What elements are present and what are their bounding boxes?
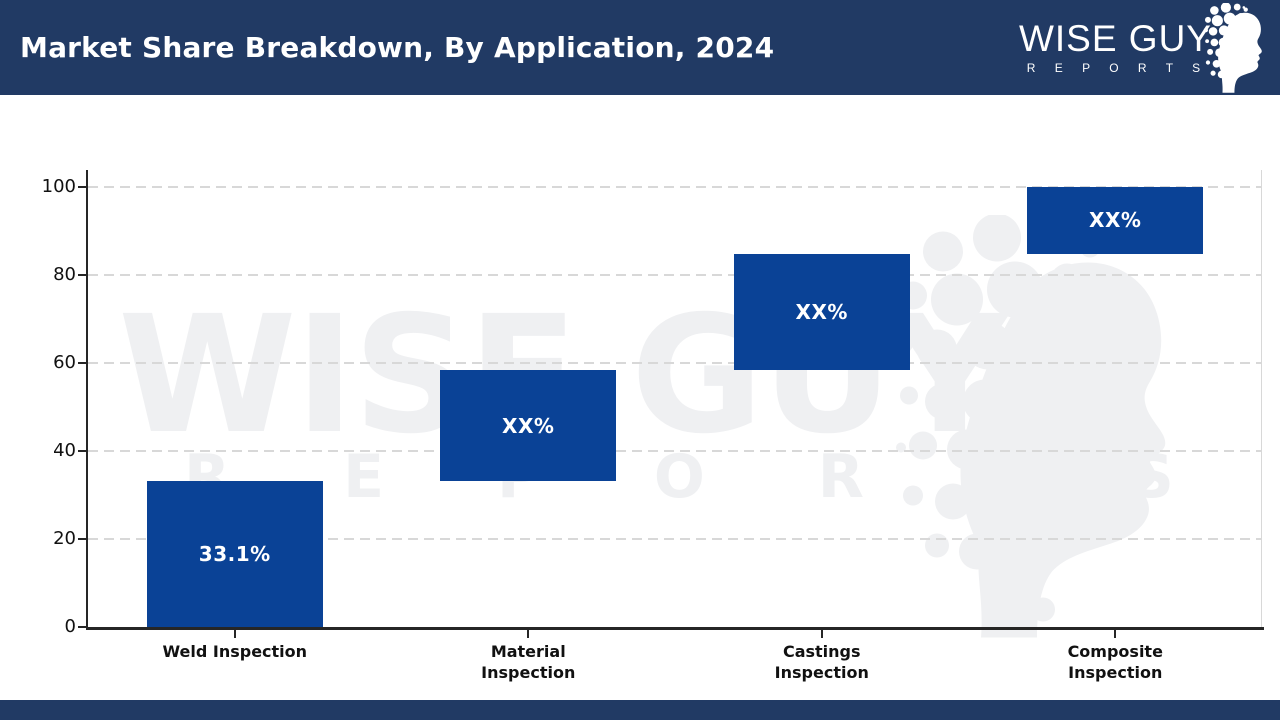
- right-spine: [1261, 170, 1262, 627]
- bar: XX%: [1027, 187, 1204, 254]
- header-bar: Market Share Breakdown, By Application, …: [0, 0, 1280, 95]
- gridline: [88, 450, 1262, 452]
- page-title: Market Share Breakdown, By Application, …: [20, 31, 775, 64]
- y-tick: [78, 450, 86, 452]
- y-tick: [78, 626, 86, 628]
- logo-sub: R E P O R T S: [1026, 61, 1209, 75]
- bar-label: XX%: [502, 413, 555, 438]
- bar-label: XX%: [1089, 208, 1142, 233]
- gridline: [88, 362, 1262, 364]
- logo: WISE GUY R E P O R T S: [1019, 2, 1266, 93]
- y-tick: [78, 362, 86, 364]
- y-tick: [78, 186, 86, 188]
- y-tick: [78, 274, 86, 276]
- x-tick: [1114, 630, 1117, 638]
- y-tick-label: 100: [41, 176, 76, 197]
- x-tick: [233, 630, 236, 638]
- chart-area: WISE GUY R E P O R T S 0 20 40 60 80 100 33.1%…: [0, 95, 1280, 700]
- gridline: [88, 186, 1262, 188]
- x-tick: [527, 630, 530, 638]
- gridline: [88, 274, 1262, 276]
- y-tick-label: 40: [53, 440, 76, 461]
- y-tick-label: 0: [64, 616, 76, 637]
- logo-name: WISE GUY: [1018, 18, 1212, 59]
- x-axis-line: [86, 627, 1264, 630]
- x-axis-category-label: Castings Inspection: [774, 642, 869, 682]
- y-axis-line: [86, 170, 88, 630]
- y-tick-label: 60: [53, 352, 76, 373]
- plot: 0 20 40 60 80 100 33.1% Weld Inspection XX% Mater…: [0, 95, 1280, 700]
- bar: 33.1%: [146, 481, 323, 627]
- bar: XX%: [440, 370, 617, 482]
- x-tick: [820, 630, 823, 638]
- bar-label: 33.1%: [198, 542, 271, 567]
- bar: XX%: [733, 253, 910, 371]
- watermark-head-icon: [893, 215, 1166, 638]
- y-tick: [78, 538, 86, 540]
- logo-head-icon: [1203, 2, 1262, 93]
- gridline: [88, 538, 1262, 540]
- x-axis-category-label: Weld Inspection: [162, 642, 308, 661]
- footer-bar: [0, 700, 1280, 720]
- x-axis-category-label: Material Inspection: [481, 642, 576, 682]
- y-tick-label: 20: [53, 528, 76, 549]
- bar-label: XX%: [795, 299, 848, 324]
- y-tick-label: 80: [53, 264, 76, 285]
- logo-wordmark: WISE GUY R E P O R T S: [1019, 20, 1212, 75]
- x-axis-category-label: Composite Inspection: [1067, 642, 1163, 682]
